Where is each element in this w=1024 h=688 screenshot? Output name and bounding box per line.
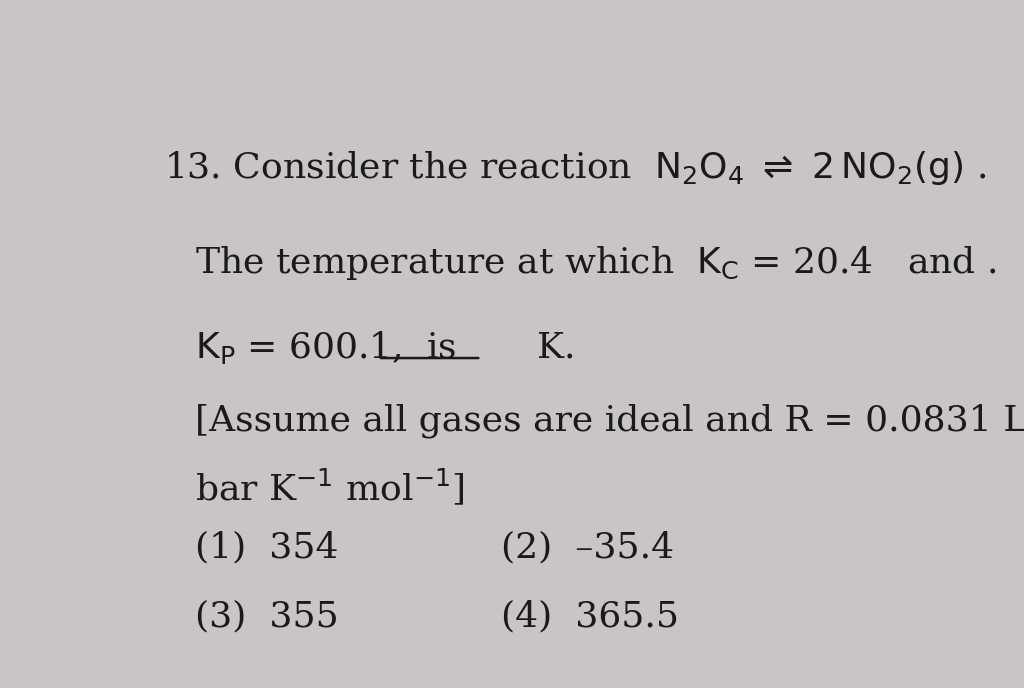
Text: 13. Consider the reaction  $\mathrm{N_2O_4}$ $\rightleftharpoons$ $\mathrm{2\,NO: 13. Consider the reaction $\mathrm{N_2O_… <box>164 149 986 186</box>
Text: The temperature at which  $\mathrm{K_C}$ = 20.4   and .: The temperature at which $\mathrm{K_C}$ … <box>196 244 997 282</box>
Text: (3)  355: (3) 355 <box>196 599 339 633</box>
Text: $\mathrm{K_P}$ = 600.1,  is       K.: $\mathrm{K_P}$ = 600.1, is K. <box>196 329 574 366</box>
Text: [Assume all gases are ideal and R = 0.0831 L: [Assume all gases are ideal and R = 0.08… <box>196 403 1024 438</box>
Text: (1)  354: (1) 354 <box>196 530 339 564</box>
Text: (4)  365.5: (4) 365.5 <box>501 599 679 633</box>
Text: (2)  –35.4: (2) –35.4 <box>501 530 674 564</box>
Text: bar K$^{-1}$ mol$^{-1}$]: bar K$^{-1}$ mol$^{-1}$] <box>196 466 465 507</box>
